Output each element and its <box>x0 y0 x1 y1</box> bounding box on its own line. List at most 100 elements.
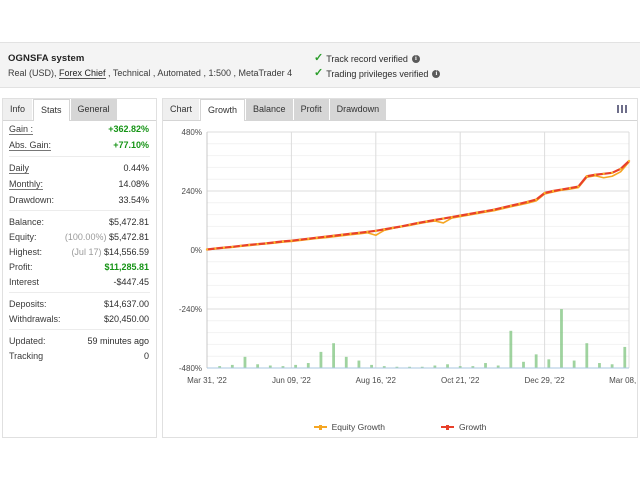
stat-value-text: -$447.45 <box>113 276 149 287</box>
stat-value: 0.44% <box>123 163 149 173</box>
stat-value: (100.00%) $5,472.81 <box>65 232 149 242</box>
stat-value-text: $5,472.81 <box>108 231 149 242</box>
stat-row: Updated: 59 minutes ago <box>3 333 156 348</box>
x-axis-tick-label: Dec 29, '22 <box>524 376 565 385</box>
stat-label: Highest: <box>9 246 43 257</box>
stat-row: Withdrawals: $20,450.00 <box>3 311 156 326</box>
volume-bars <box>218 309 627 368</box>
account-meta-rest: , Technical , Automated , 1:500 , MetaTr… <box>105 68 293 78</box>
track-record-verified-label: Track record verified <box>326 53 408 64</box>
page-title: OGNSFA system <box>8 53 85 64</box>
tab-stats[interactable]: Stats <box>33 99 70 121</box>
stat-label: Profit: <box>9 261 33 272</box>
stat-label: Deposits: <box>9 298 47 309</box>
divider <box>9 210 150 211</box>
legend-swatch-equity <box>313 424 327 430</box>
info-icon[interactable]: i <box>432 69 441 78</box>
legend-label-growth: Growth <box>458 422 487 432</box>
stat-value-text: $14,556.59 <box>103 246 149 257</box>
divider <box>9 329 150 330</box>
x-axis-tick-label: Jun 09, '22 <box>272 376 311 385</box>
info-icon[interactable]: i <box>411 54 420 63</box>
stat-label[interactable]: Monthly: <box>9 178 44 190</box>
stat-value-text: $20,450.00 <box>103 313 149 324</box>
stat-row: Interest -$447.45 <box>3 274 156 289</box>
stat-label: Equity: <box>9 231 37 242</box>
stat-row: Drawdown: 33.54% <box>3 192 156 207</box>
stat-value-prefix: (100.00%) <box>64 231 109 242</box>
tab-general[interactable]: General <box>70 99 117 120</box>
stat-value: 59 minutes ago <box>87 336 149 346</box>
y-axis-tick-label: 240% <box>182 187 202 196</box>
chart-panel: Chart Growth Balance Profit Drawdown 480… <box>162 98 638 438</box>
y-axis-tick-label: 480% <box>182 128 202 137</box>
y-axis-tick-label: -480% <box>179 364 202 373</box>
stat-value: -$447.45 <box>113 277 149 287</box>
verification-row: ✓ Track record verified i <box>314 51 440 66</box>
tab-balance[interactable]: Balance <box>246 99 293 120</box>
more-options-icon[interactable] <box>617 105 631 115</box>
divider <box>9 292 150 293</box>
tab-growth[interactable]: Growth <box>200 99 246 121</box>
legend-item-growth[interactable]: Growth <box>440 422 487 432</box>
stat-value-text: 59 minutes ago <box>87 335 149 346</box>
stat-value: +77.10% <box>113 140 149 150</box>
stat-row: Highest: (Jul 17) $14,556.59 <box>3 244 156 259</box>
stat-label: Balance: <box>9 216 45 227</box>
stat-row: Balance: $5,472.81 <box>3 214 156 229</box>
stat-value-text: 14.08% <box>118 178 149 189</box>
stat-value: $11,285.81 <box>104 262 149 272</box>
account-header: OGNSFA system Real (USD), Forex Chief , … <box>0 42 640 88</box>
stat-label: Updated: <box>9 335 46 346</box>
stat-label: Drawdown: <box>9 194 55 205</box>
stat-value-text: 0.44% <box>123 162 149 173</box>
legend-swatch-growth <box>440 424 454 430</box>
stat-value: 33.54% <box>118 195 149 205</box>
tab-info[interactable]: Info <box>3 99 33 120</box>
stat-label[interactable]: Abs. Gain: <box>9 139 52 151</box>
stat-value-text: $14,637.00 <box>103 298 149 309</box>
legend-label-equity: Equity Growth <box>331 422 385 432</box>
stat-row: Gain : +362.82% <box>3 121 156 137</box>
stat-row: Tracking 0 <box>3 348 156 363</box>
verification-row: ✓ Trading privileges verified i <box>314 66 441 81</box>
stat-row: Deposits: $14,637.00 <box>3 296 156 311</box>
y-axis-tick-label: -240% <box>179 305 202 314</box>
stat-row: Equity: (100.00%) $5,472.81 <box>3 229 156 244</box>
stat-row: Daily 0.44% <box>3 160 156 176</box>
stat-label[interactable]: Daily <box>9 162 30 174</box>
check-icon: ✓ <box>314 52 324 64</box>
broker-link[interactable]: Forex Chief <box>59 68 106 79</box>
stat-value: (Jul 17) $14,556.59 <box>71 247 149 257</box>
stat-value-text: 33.54% <box>118 194 149 205</box>
stats-panel: Info Stats General Gain : +362.82% Abs. Ga… <box>2 98 157 438</box>
stat-value: 14.08% <box>118 179 149 189</box>
x-axis-tick-label: Aug 16, '22 <box>356 376 397 385</box>
stat-value-text: +362.82% <box>108 123 149 134</box>
x-axis-tick-label: Oct 21, '22 <box>441 376 480 385</box>
stat-label: Interest <box>9 276 40 287</box>
x-axis-tick-label: Mar 08, '23 <box>609 376 637 385</box>
stat-value: +362.82% <box>108 124 149 134</box>
growth-chart: 480% 240% 0% -240% -480% Mar 31, '22 Jun 09, '… <box>163 122 637 438</box>
legend-item-equity-growth[interactable]: Equity Growth <box>313 422 385 432</box>
tab-profit[interactable]: Profit <box>293 99 329 120</box>
stat-value: $5,472.81 <box>109 217 149 227</box>
account-type: Real (USD), <box>8 68 60 78</box>
stat-value-prefix: (Jul 17) <box>71 246 104 257</box>
stat-label[interactable]: Gain : <box>9 123 34 135</box>
tab-chart[interactable]: Chart <box>163 99 200 120</box>
stat-value-text: $11,285.81 <box>104 261 149 272</box>
stat-value-text: 0 <box>143 350 149 361</box>
tab-drawdown[interactable]: Drawdown <box>329 99 387 120</box>
stat-value-text: +77.10% <box>113 139 149 150</box>
stat-label: Withdrawals: <box>9 313 61 324</box>
trading-privileges-verified-label: Trading privileges verified <box>326 68 429 79</box>
check-icon: ✓ <box>314 67 324 79</box>
stat-value: $20,450.00 <box>104 314 149 324</box>
chart-tab-bar: Chart Growth Balance Profit Drawdown <box>163 99 637 121</box>
stat-row: Profit: $11,285.81 <box>3 259 156 274</box>
y-axis-tick-label: 0% <box>190 246 202 255</box>
x-axis-tick-label: Mar 31, '22 <box>187 376 227 385</box>
stat-value: 0 <box>144 351 149 361</box>
